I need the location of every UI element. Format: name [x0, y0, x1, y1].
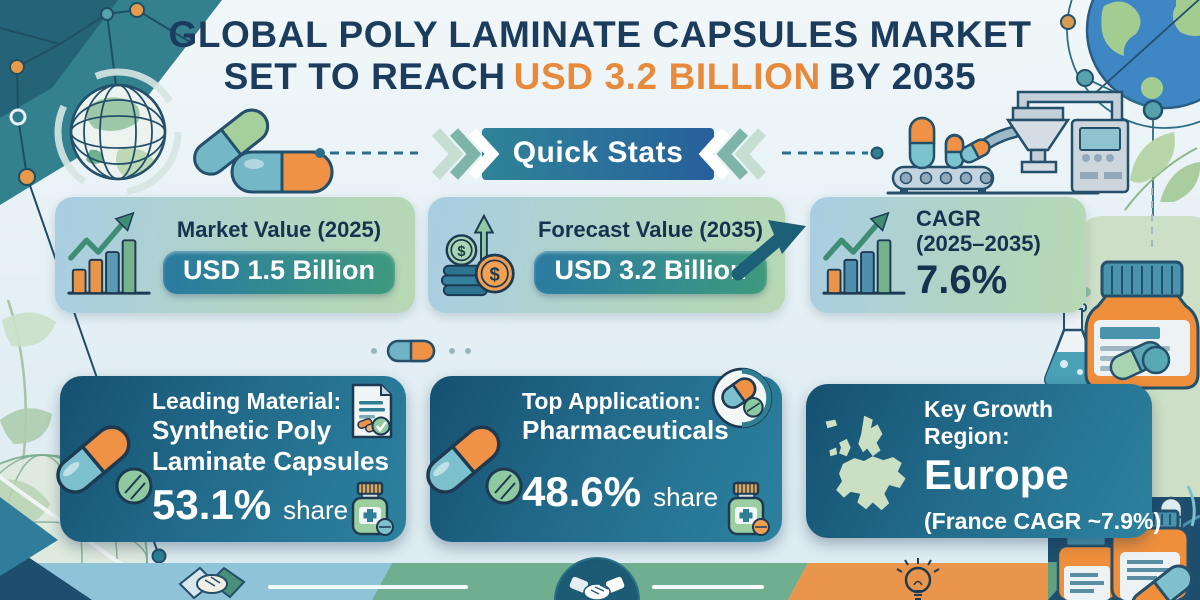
- banner-ribbon: [431, 128, 767, 180]
- stat-value: 7.6%: [916, 258, 1008, 303]
- banner-label: Quick Stats: [512, 136, 684, 169]
- highlight-value-suffix: share: [653, 482, 719, 513]
- highlight-line1: Pharmaceuticals: [522, 415, 729, 445]
- highlight-note: (France CAGR ~7.9%): [924, 508, 1162, 535]
- dollar-glyph: $: [457, 244, 465, 260]
- bar-chart-growth-icon: [822, 211, 906, 295]
- highlight-content: Leading Material: Synthetic Poly Laminat…: [152, 388, 398, 529]
- title-line-1: GLOBAL POLY LAMINATE CAPSULES MARKET: [168, 14, 1032, 55]
- stat-content: CAGR (2025–2035) 7.6%: [908, 205, 1086, 303]
- highlight-value: 48.6%: [522, 468, 642, 516]
- bar-chart-growth-icon: [67, 211, 151, 295]
- stat-card-forecast-value: $ $ Forecast Value (2035) USD 3.2 Billio…: [428, 197, 785, 313]
- highlight-title: Key Growth Region:: [924, 396, 1054, 449]
- wireframe-globe-icon: [54, 68, 182, 196]
- highlight-title: Top Application:: [522, 388, 701, 414]
- corner-wedge-decoration: [0, 497, 92, 600]
- medicine-bottle-icon: [351, 481, 394, 536]
- highlight-card-key-region: Key Growth Region: Europe (France CAGR ~…: [806, 384, 1162, 538]
- stat-value-pill: USD 1.5 Billion: [162, 250, 396, 294]
- page-title: GLOBAL POLY LAMINATE CAPSULES MARKET SET…: [80, 14, 1120, 98]
- stat-content: Forecast Value (2035) USD 3.2 Billion: [526, 217, 785, 294]
- highlight-content: Key Growth Region: Europe (France CAGR ~…: [924, 396, 1162, 535]
- capsule-tablet-icon: [56, 425, 153, 505]
- dashed-connector: [315, 146, 884, 160]
- highlight-card-leading-material: Leading Material: Synthetic Poly Laminat…: [56, 376, 406, 542]
- leaf-decoration-left: [0, 299, 56, 471]
- stat-card-market-value: Market Value (2025) USD 1.5 Billion: [55, 197, 415, 313]
- handshake-icon: [178, 566, 246, 600]
- capsule-badge-icon: [711, 367, 773, 429]
- highlight-line2: Laminate Capsules: [152, 446, 389, 477]
- leaf-decoration-right: [1124, 132, 1200, 211]
- coins-growth-icon: $ $: [440, 213, 515, 297]
- growth-arrow-icon: [731, 220, 806, 281]
- highlight-line1: Synthetic Poly: [152, 415, 332, 445]
- lightbulb-icon: [896, 558, 940, 600]
- quick-stats-banner: Quick Stats: [420, 126, 780, 182]
- capsule-tablet-icon: [426, 425, 523, 505]
- title-highlight-value: USD 3.2 BILLION: [513, 56, 821, 98]
- document-checklist-icon: [351, 383, 393, 439]
- stat-label: Forecast Value (2035): [537, 216, 763, 242]
- stat-card-cagr: CAGR (2025–2035) 7.6%: [810, 197, 1086, 313]
- highlight-value-suffix: share: [283, 495, 349, 526]
- handshake-badge-icon: [554, 557, 640, 600]
- capsule-pair-icon: [193, 108, 334, 194]
- title-line-2-after: BY 2035: [828, 56, 977, 98]
- stat-label: Market Value (2025): [176, 216, 382, 242]
- title-line-2-before: SET TO REACH: [223, 56, 506, 98]
- title-line-2: SET TO REACH USD 3.2 BILLION BY 2035: [80, 56, 1120, 98]
- europe-map-icon: [825, 415, 906, 511]
- highlight-value: 53.1%: [152, 481, 272, 529]
- highlight-value-row: 48.6% share: [522, 468, 774, 516]
- medicine-bottle-large-icon: [1084, 260, 1200, 390]
- highlight-region: Europe: [924, 451, 1069, 498]
- stat-label-line2: (2025–2035): [916, 230, 1041, 256]
- medicine-bottle-icon: [727, 481, 770, 536]
- stat-label-line1: CAGR: [916, 205, 981, 231]
- stat-content: Market Value (2025) USD 1.5 Billion: [153, 217, 415, 294]
- capsule-machine-icon: [886, 90, 1130, 195]
- highlight-card-top-application: Top Application: Pharmaceuticals 48.6% s…: [426, 367, 782, 542]
- highlight-value-row: 53.1% share: [152, 481, 398, 529]
- stat-value-pill: USD 3.2 Billion: [534, 250, 767, 294]
- divider-capsule-icon: [371, 339, 471, 363]
- dollar-glyph: $: [490, 263, 501, 284]
- highlight-title: Leading Material:: [152, 388, 342, 414]
- highlight-content: Top Application: Pharmaceuticals 48.6% s…: [522, 388, 774, 516]
